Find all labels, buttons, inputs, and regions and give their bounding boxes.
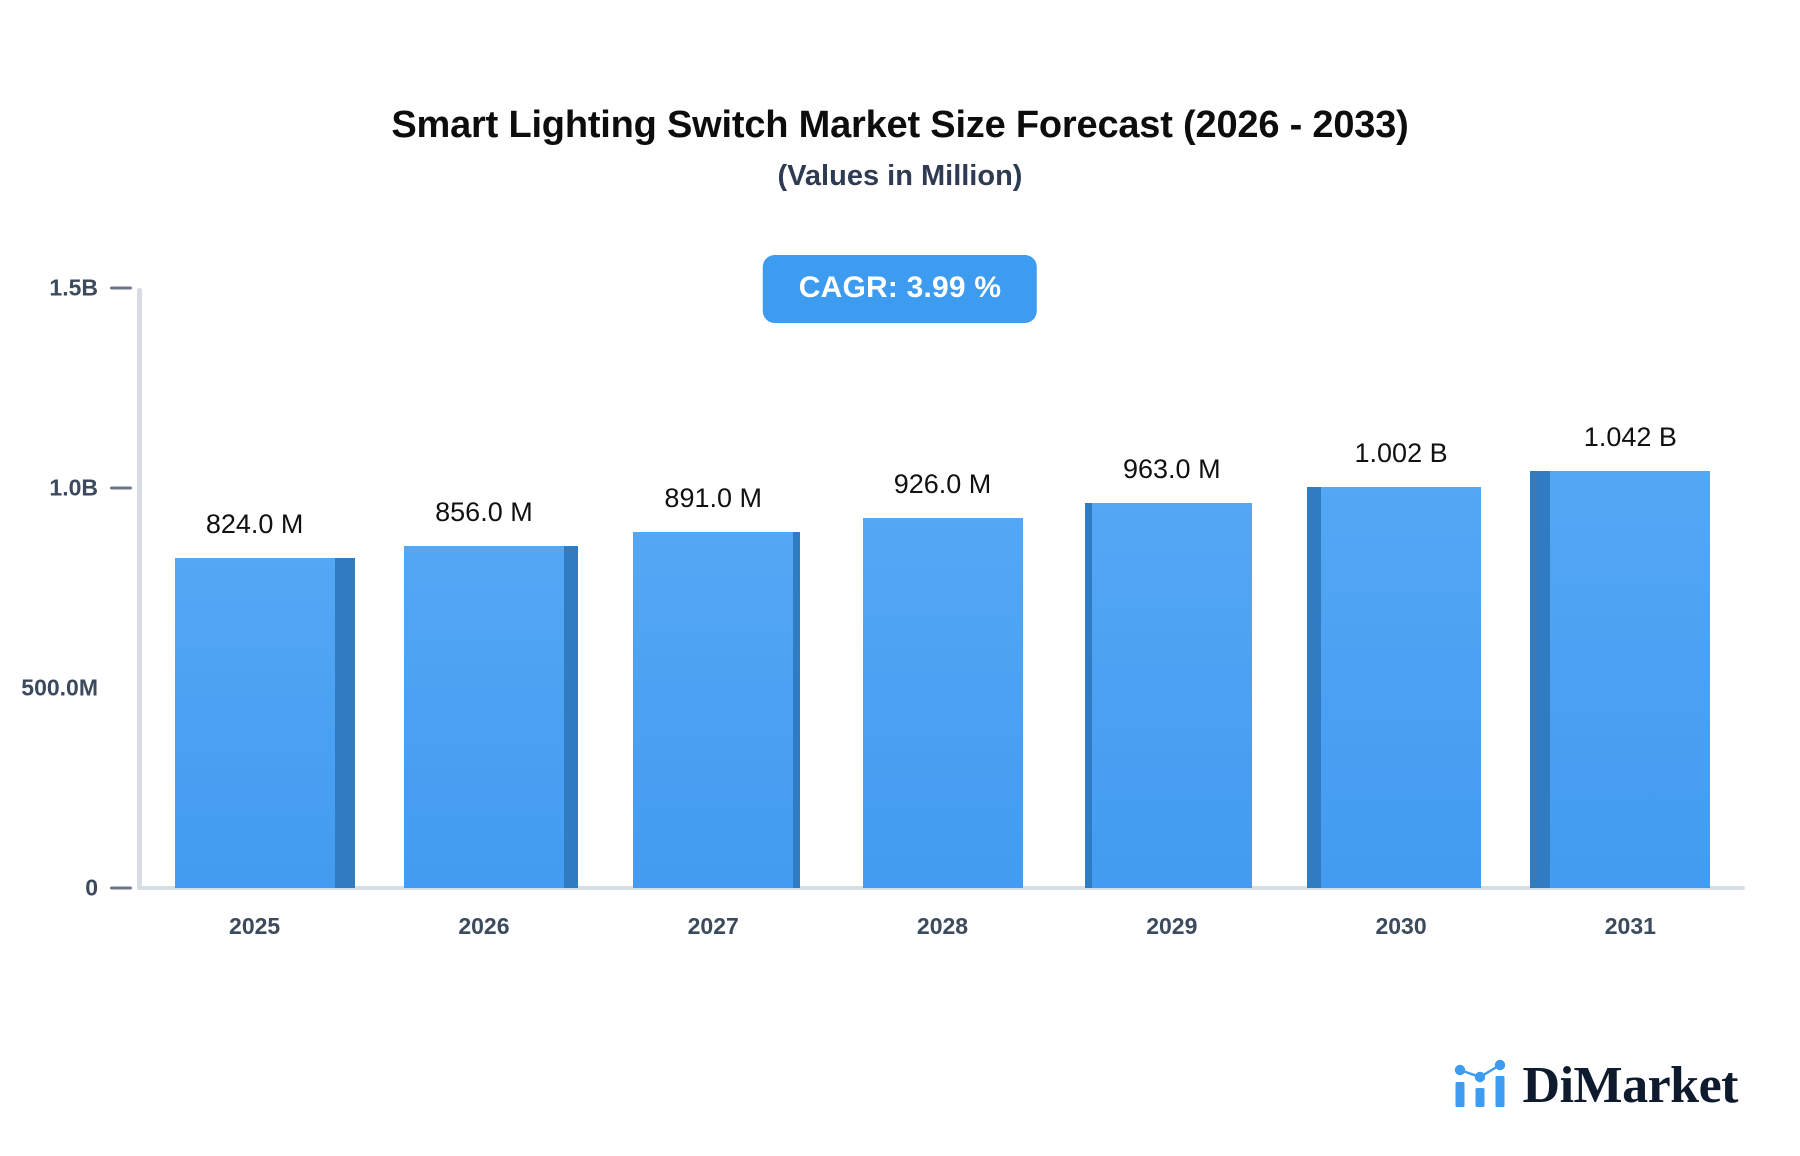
y-tick-mark <box>110 286 132 290</box>
y-tick-label: 1.0B <box>49 474 98 501</box>
plot-area: 1.5B 1.0B 500.0M 0 824.0 M 2025 856.0 M 2026 89… <box>21 275 1745 939</box>
bar-side-face <box>793 537 801 888</box>
bar-value-label: 856.0 M <box>435 496 533 527</box>
y-axis-line <box>137 288 142 888</box>
bar-side-face <box>1307 493 1322 888</box>
y-tick-label: 500.0M <box>21 674 98 701</box>
x-axis-line <box>137 886 1745 890</box>
y-tick-mark <box>110 486 132 490</box>
bar-chart-logo-icon <box>1453 1057 1509 1114</box>
chart-title: Smart Lighting Switch Market Size Foreca… <box>391 104 1409 146</box>
y-tick-label: 0 <box>85 874 98 901</box>
bar-side-face <box>1530 477 1551 888</box>
x-tick-label-2029: 2029 <box>1146 913 1198 939</box>
bar-2029[interactable]: 963.0 M 2029 <box>1084 454 1252 939</box>
bar-front-face <box>174 558 335 888</box>
bar-value-label: 963.0 M <box>1123 453 1221 484</box>
bar-value-label: 824.0 M <box>205 509 304 540</box>
bar-front-face <box>1091 502 1252 888</box>
bar-value-label: 926.0 M <box>893 468 992 499</box>
bar-2028[interactable]: 926.0 M 2028 <box>862 469 1023 939</box>
bar-front-face <box>862 517 1023 888</box>
bar-2030[interactable]: 1.002 B 2030 <box>1307 438 1482 939</box>
x-tick-label-2027: 2027 <box>687 913 739 939</box>
bar-side-face <box>563 551 578 888</box>
bar-2031[interactable]: 1.042 B 2031 <box>1530 422 1711 939</box>
bar-front-face <box>403 545 564 888</box>
y-tick-mark <box>110 886 132 890</box>
bar-2025[interactable]: 824.0 M 2025 <box>174 509 355 939</box>
cagr-badge: CAGR: 3.99 % <box>762 255 1038 323</box>
bar-front-face <box>633 531 794 888</box>
bar-front-face <box>1321 487 1482 888</box>
bar-value-label: 891.0 M <box>664 482 762 513</box>
x-tick-label-2030: 2030 <box>1375 913 1427 939</box>
x-tick-label-2026: 2026 <box>458 913 510 939</box>
dimarket-logo: DiMarket <box>1453 1056 1739 1114</box>
chart-subtitle: (Values in Million) <box>777 159 1023 192</box>
x-tick-label-2025: 2025 <box>229 913 281 939</box>
title-block: Smart Lighting Switch Market Size Foreca… <box>0 104 1800 193</box>
bar-value-label: 1.002 B <box>1354 438 1448 469</box>
x-tick-label-2028: 2028 <box>916 913 969 939</box>
bar-2026[interactable]: 856.0 M 2026 <box>403 497 578 939</box>
bar-side-face <box>1084 508 1092 888</box>
y-tick-label: 1.5B <box>49 274 98 301</box>
x-tick-label-2031: 2031 <box>1604 913 1656 939</box>
logo-wordmark: DiMarket <box>1522 1056 1739 1114</box>
bar-2027[interactable]: 891.0 M 2027 <box>633 483 801 939</box>
bar-value-label: 1.042 B <box>1583 422 1677 453</box>
bar-front-face <box>1550 471 1711 888</box>
bar-side-face <box>334 564 355 888</box>
